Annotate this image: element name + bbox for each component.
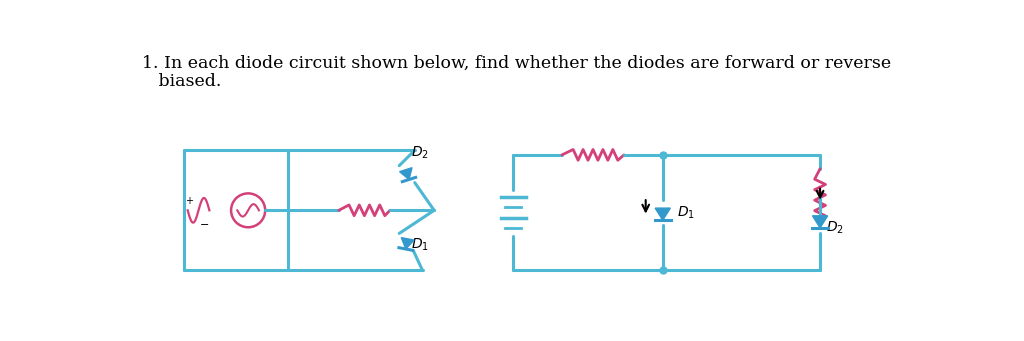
Text: 1. In each diode circuit shown below, find whether the diodes are forward or rev: 1. In each diode circuit shown below, fi… [142,55,891,72]
Text: $D_2$: $D_2$ [826,219,844,236]
Text: +: + [185,196,194,206]
Text: $D_1$: $D_1$ [677,205,694,221]
Text: $D_2$: $D_2$ [411,145,429,161]
Polygon shape [812,216,827,228]
Text: $D_1$: $D_1$ [411,237,429,253]
Text: biased.: biased. [142,73,221,90]
Polygon shape [401,238,414,249]
Polygon shape [399,168,412,179]
Polygon shape [655,208,671,220]
Text: −: − [200,220,210,229]
